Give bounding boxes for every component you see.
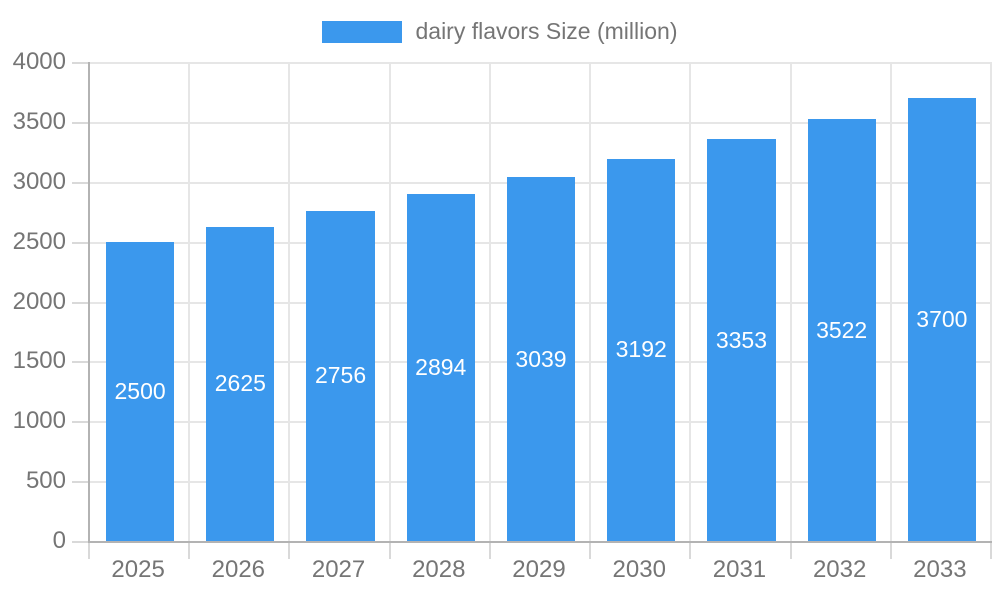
- bar-value-label: 2894: [415, 354, 467, 381]
- x-axis-label: 2027: [311, 556, 366, 583]
- x-gridline: [488, 62, 491, 541]
- bar-2026[interactable]: 2625: [206, 226, 275, 541]
- y-axis-tick: [72, 62, 88, 64]
- y-axis-label: 2500: [12, 227, 66, 255]
- plot-area: 2500 2625 2756 2894 3039 3192 3353 3522 3700: [72, 62, 992, 559]
- bar-value-label: 3522: [816, 316, 868, 343]
- x-axis-tick: [388, 543, 391, 559]
- legend-label: dairy flavors Size (million): [415, 18, 678, 44]
- y-axis-label: 2000: [12, 287, 66, 315]
- bar-2032[interactable]: 3522: [807, 119, 876, 541]
- x-axis-tick: [488, 543, 491, 559]
- y-axis-label: 1500: [12, 347, 66, 375]
- x-axis-label: 2028: [412, 556, 466, 583]
- bar-value-label: 2756: [314, 362, 367, 389]
- x-axis-tick: [990, 543, 992, 559]
- y-axis-tick: [72, 241, 88, 244]
- bar-2025[interactable]: 2500: [106, 241, 175, 541]
- bar-2031[interactable]: 3353: [707, 139, 776, 541]
- y-axis-label: 4000: [12, 48, 66, 75]
- y-axis-label: 3500: [12, 107, 66, 135]
- chart-legend[interactable]: dairy flavors Size (million): [0, 18, 1000, 45]
- x-axis-tick: [188, 543, 191, 559]
- y-axis-label: 500: [25, 467, 66, 495]
- x-axis-label: 2032: [812, 556, 867, 583]
- x-axis-label: 2026: [211, 556, 266, 583]
- x-axis-label: 2025: [111, 556, 165, 583]
- y-gridline: [90, 62, 992, 64]
- x-gridline: [388, 62, 391, 541]
- x-axis-tick: [88, 543, 90, 559]
- legend-swatch-icon: [322, 20, 403, 43]
- bar-2029[interactable]: 3039: [506, 177, 576, 541]
- y-axis-tick: [72, 481, 88, 484]
- x-gridline: [188, 62, 191, 541]
- x-axis-label: 2030: [612, 556, 666, 583]
- x-gridline: [589, 62, 592, 541]
- bar-value-label: 3700: [916, 305, 968, 332]
- x-axis-label: 2029: [512, 556, 566, 583]
- y-gridline: [90, 121, 992, 124]
- x-axis-tick: [789, 543, 792, 559]
- y-axis-tick: [72, 181, 88, 184]
- bar-2030[interactable]: 3192: [607, 158, 676, 541]
- bar-2028[interactable]: 2894: [406, 194, 475, 541]
- x-axis-tick: [589, 543, 592, 559]
- bar-value-label: 2500: [114, 377, 166, 404]
- x-gridline: [990, 62, 992, 541]
- x-gridline: [789, 62, 792, 541]
- x-axis-label: 2031: [712, 556, 767, 583]
- bar-value-label: 3039: [515, 345, 567, 372]
- y-axis-tick: [72, 121, 88, 124]
- y-axis-tick: [72, 541, 88, 543]
- x-axis-label: 2033: [913, 556, 967, 583]
- bar-2027[interactable]: 2756: [306, 210, 375, 541]
- bar-2033[interactable]: 3700: [907, 97, 976, 541]
- y-axis-label: 3000: [12, 167, 66, 195]
- y-axis-label: 0: [52, 527, 66, 554]
- y-axis-tick: [72, 361, 88, 364]
- x-gridline: [889, 62, 892, 541]
- x-axis-tick: [689, 543, 692, 559]
- y-axis-label: 1000: [12, 407, 66, 435]
- x-gridline: [288, 62, 291, 541]
- x-axis-tick: [889, 543, 892, 559]
- bar-value-label: 3353: [715, 326, 768, 353]
- y-axis-tick: [72, 421, 88, 424]
- x-gridline: [689, 62, 692, 541]
- x-axis-tick: [288, 543, 291, 559]
- y-axis-tick: [72, 301, 88, 304]
- bar-value-label: 2625: [214, 370, 266, 397]
- bar-value-label: 3192: [615, 336, 667, 363]
